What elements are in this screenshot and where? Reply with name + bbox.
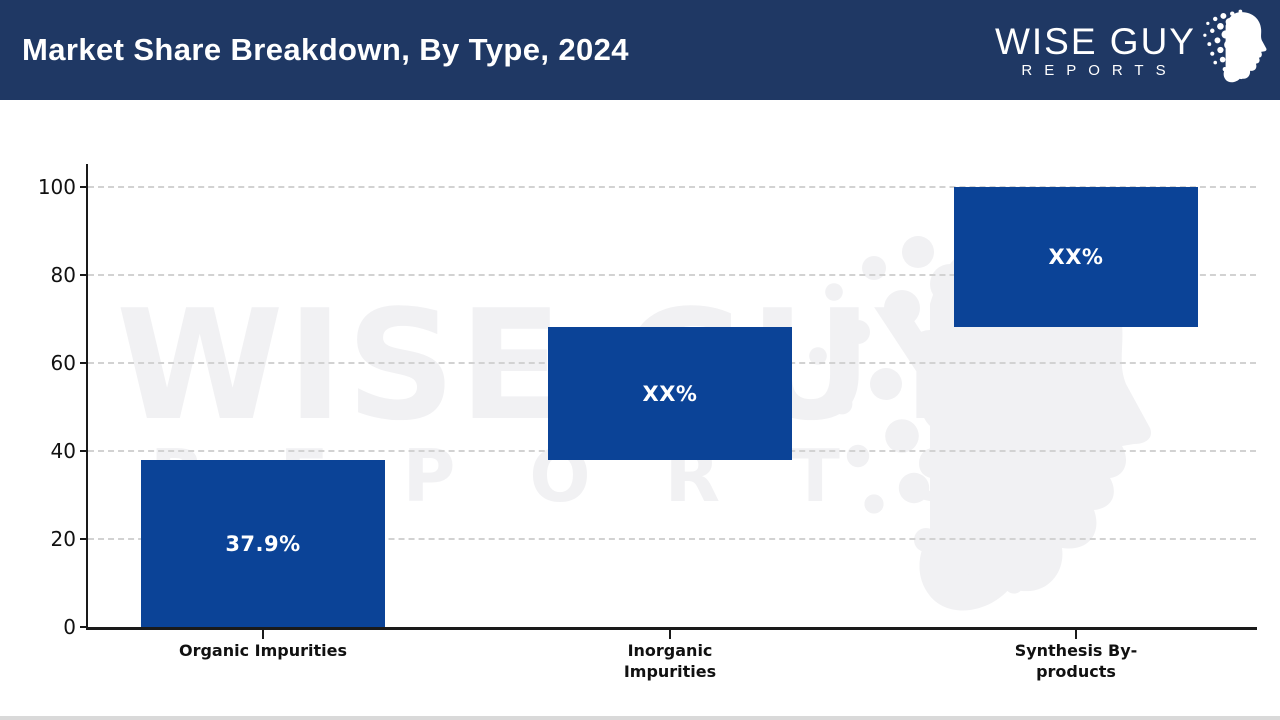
bar-segment: XX% xyxy=(954,187,1198,327)
y-axis-line xyxy=(86,164,88,628)
bar-value-label: XX% xyxy=(642,381,698,406)
x-tick xyxy=(262,630,264,639)
y-tick-label: 80 xyxy=(50,263,76,287)
y-tick-label: 60 xyxy=(50,351,76,375)
y-tick xyxy=(80,626,88,628)
logo-wordmark: WISE GUY xyxy=(994,20,1196,62)
page-title: Market Share Breakdown, By Type, 2024 xyxy=(22,32,629,67)
x-axis-line xyxy=(86,627,1257,630)
category-label: Organic Impurities xyxy=(178,641,348,660)
bar-value-label: XX% xyxy=(1048,244,1104,269)
logo-subtext: REPORTS xyxy=(1021,61,1178,79)
y-tick xyxy=(80,362,88,364)
y-tick-label: 20 xyxy=(50,527,76,551)
y-tick xyxy=(80,186,88,188)
category-label: Synthesis By- products xyxy=(1014,641,1138,681)
gridline xyxy=(88,274,1256,276)
y-tick-label: 40 xyxy=(50,439,76,463)
gridline xyxy=(88,186,1256,188)
gridline xyxy=(88,538,1256,540)
bottom-divider xyxy=(0,716,1280,720)
x-tick xyxy=(1075,630,1077,639)
y-tick xyxy=(80,538,88,540)
x-tick xyxy=(669,630,671,639)
y-tick-label: 100 xyxy=(37,175,76,199)
y-tick xyxy=(80,450,88,452)
y-tick xyxy=(80,274,88,276)
header-bar: Market Share Breakdown, By Type, 2024 WI… xyxy=(0,0,1280,100)
bar-segment: 37.9% xyxy=(141,460,385,627)
y-tick-label: 0 xyxy=(63,615,76,639)
bar-segment: XX% xyxy=(548,326,792,461)
logo-text: WISE GUY REPORTS xyxy=(995,23,1196,78)
bar-value-label: 37.9% xyxy=(225,531,301,556)
wiseguy-logo: WISE GUY REPORTS xyxy=(995,9,1270,91)
wiseguy-head-icon xyxy=(1203,9,1267,83)
category-label: Inorganic Impurities xyxy=(623,641,717,681)
